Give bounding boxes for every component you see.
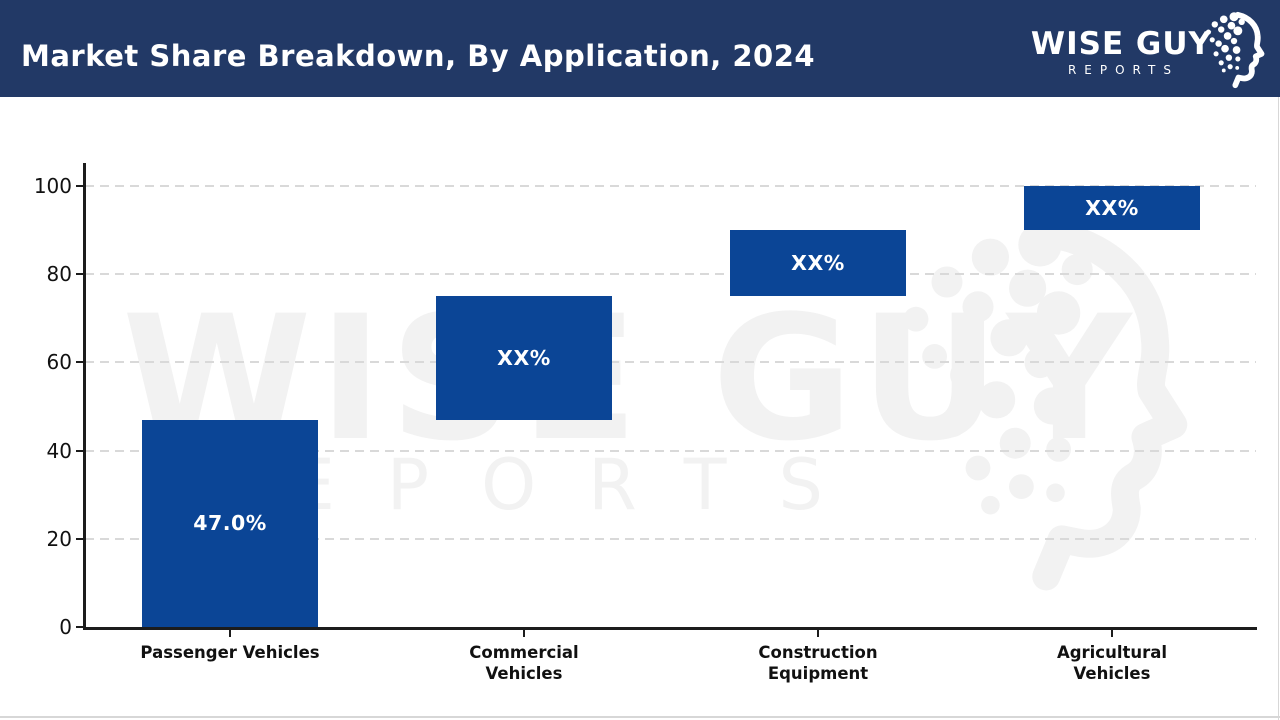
y-axis-tick <box>76 449 84 452</box>
x-axis-tick <box>229 630 231 637</box>
category-label-line: Agricultural <box>1056 643 1168 662</box>
category-label: Construction Equipment <box>698 642 938 684</box>
y-tick-label: 80 <box>46 262 72 287</box>
page-title: Market Share Breakdown, By Application, … <box>21 38 816 73</box>
category-label-line: Equipment <box>767 664 869 683</box>
category-label-line: Vehicles <box>485 664 563 683</box>
y-axis-tick <box>76 361 84 364</box>
y-axis-line <box>83 163 86 629</box>
bar: XX% <box>1024 186 1200 231</box>
y-axis-tick <box>76 626 84 628</box>
y-axis-tick <box>76 273 84 276</box>
category-label-line: Construction <box>758 643 878 662</box>
y-axis-tick <box>76 537 84 540</box>
category-label-line: Passenger Vehicles <box>140 643 320 662</box>
gridline <box>85 185 1256 187</box>
bar-value-label: XX% <box>1085 196 1139 221</box>
y-axis-tick <box>76 185 84 187</box>
bar-value-label: XX% <box>497 345 551 370</box>
category-label-line: Vehicles <box>1073 664 1151 683</box>
x-axis-tick <box>817 630 819 637</box>
bar-value-label: XX% <box>791 251 845 276</box>
right-border-line <box>1278 97 1279 720</box>
y-tick-label: 0 <box>59 615 72 639</box>
bar: XX% <box>436 296 612 420</box>
watermark-head-icon <box>856 220 1224 592</box>
y-tick-label: 40 <box>46 438 72 463</box>
wiseguy-logo: WISE GUY REPORTS <box>1031 8 1266 92</box>
y-tick-label: 100 <box>33 174 72 198</box>
y-tick-label: 60 <box>46 350 72 375</box>
header-bar: Market Share Breakdown, By Application, … <box>0 0 1280 97</box>
logo-head-icon <box>1205 11 1265 89</box>
logo-text: WISE GUY REPORTS <box>1031 28 1212 77</box>
gridline <box>85 361 1256 364</box>
category-label: Commercial Vehicles <box>404 642 644 684</box>
logo-wordmark: WISE GUY <box>1030 25 1212 62</box>
gridline <box>85 273 1256 276</box>
category-label: Passenger Vehicles <box>110 642 350 663</box>
bar: XX% <box>730 230 906 297</box>
category-label: Agricultural Vehicles <box>992 642 1232 684</box>
x-axis-tick <box>523 630 525 637</box>
logo-subtext: REPORTS <box>1067 62 1179 77</box>
bar-value-label: 47.0% <box>193 511 267 536</box>
gridline <box>85 449 1256 452</box>
x-axis-tick <box>1111 630 1113 637</box>
bar: 47.0% <box>142 419 318 627</box>
category-label-line: Commercial <box>469 643 579 662</box>
bottom-border-line <box>0 716 1280 718</box>
y-tick-label: 20 <box>46 526 72 551</box>
gridline <box>85 537 1256 540</box>
x-axis-line <box>83 627 1257 630</box>
